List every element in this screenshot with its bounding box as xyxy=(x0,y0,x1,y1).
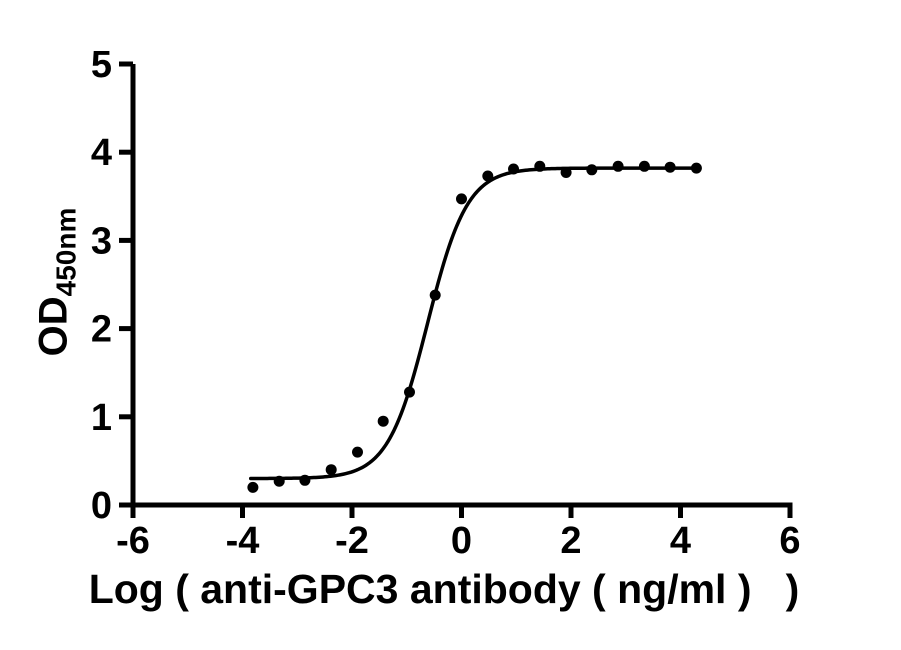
x-tick-label: -4 xyxy=(226,520,260,562)
data-point xyxy=(534,160,546,172)
data-point xyxy=(247,481,259,493)
x-tick-label: 0 xyxy=(451,520,472,562)
y-tick-label: 4 xyxy=(91,132,112,174)
x-tick-label: 6 xyxy=(779,520,800,562)
data-point xyxy=(352,446,363,458)
data-point xyxy=(299,474,311,486)
data-point xyxy=(456,193,467,205)
y-tick-label: 0 xyxy=(91,485,112,527)
fit-curve-line xyxy=(248,166,699,481)
x-tick-label: 4 xyxy=(670,520,691,562)
data-point xyxy=(560,167,572,178)
data-point xyxy=(586,164,598,176)
y-tick-label: 3 xyxy=(91,220,112,262)
y-axis-title-main: OD xyxy=(31,296,76,357)
y-axis-title: OD450nm xyxy=(31,207,82,357)
data-point xyxy=(638,160,650,172)
data-point xyxy=(612,160,624,172)
y-axis-title-subscript: 450nm xyxy=(50,207,82,297)
data-point xyxy=(273,475,285,487)
data-point xyxy=(690,162,702,174)
y-tick-label: 2 xyxy=(91,309,112,351)
y-tick-label: 1 xyxy=(91,397,112,439)
x-tick-label: -2 xyxy=(335,520,369,562)
data-point xyxy=(325,464,337,476)
x-axis-title: Log ( anti-GPC3 antibody ( ng/ml ) ) xyxy=(88,566,800,612)
y-tick-label: 5 xyxy=(91,44,112,86)
x-tick-label: -6 xyxy=(116,520,150,562)
data-point xyxy=(482,170,494,182)
data-point xyxy=(508,163,519,175)
data-point xyxy=(429,289,441,301)
data-point xyxy=(664,161,676,173)
data-point xyxy=(377,415,389,427)
data-point xyxy=(404,386,415,398)
x-tick-label: 2 xyxy=(560,520,581,562)
